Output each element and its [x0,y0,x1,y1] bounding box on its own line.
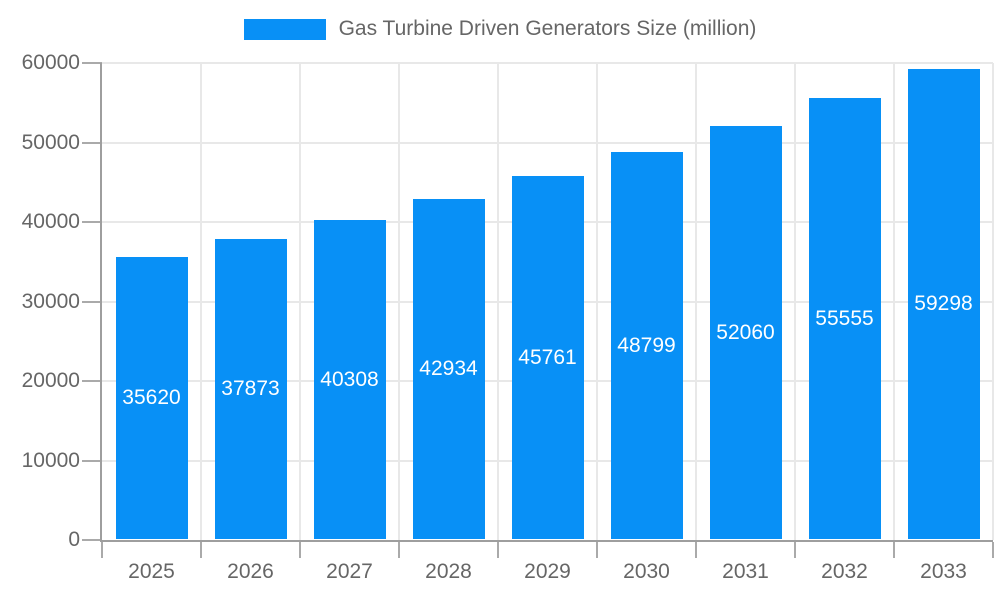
x-gridline [794,63,796,540]
x-axis-line [100,540,993,542]
y-axis-tick-label: 40000 [21,210,80,233]
bar-value-label: 48799 [617,334,676,358]
x-axis-tick-label: 2026 [227,560,274,583]
y-tick [82,539,102,541]
legend[interactable]: Gas Turbine Driven Generators Size (mill… [0,17,1000,41]
y-axis-tick-label: 20000 [21,369,80,392]
bar [511,176,584,539]
bar [907,68,980,539]
bar-value-label: 42934 [419,357,478,381]
x-gridline [398,63,400,540]
y-axis-line [100,63,102,542]
bar [115,256,188,539]
y-axis-tick-label: 60000 [21,51,80,74]
bar [610,152,683,539]
x-tick [695,542,697,558]
bar [808,98,881,539]
y-tick [82,300,102,303]
x-tick [497,542,499,558]
bar [214,238,287,539]
x-gridline [299,63,301,540]
x-tick [101,542,103,558]
x-axis-tick-label: 2025 [128,560,175,583]
x-gridline [893,63,895,540]
bar-value-label: 52060 [716,321,775,345]
bar-value-label: 55555 [815,307,874,331]
y-tick [82,459,102,462]
x-axis-tick-label: 2032 [821,560,868,583]
x-gridline [596,63,598,540]
x-axis-tick-label: 2033 [920,560,967,583]
y-gridline [102,62,993,64]
x-axis-tick-label: 2030 [623,560,670,583]
legend-label: Gas Turbine Driven Generators Size (mill… [338,17,757,40]
x-tick [596,542,598,558]
x-gridline [992,63,994,540]
x-axis-tick-label: 2028 [425,560,472,583]
y-tick [82,141,102,144]
x-gridline [695,63,697,540]
x-tick [992,542,994,558]
y-tick [82,380,102,382]
y-gridline [102,141,993,144]
y-tick [82,62,102,64]
bar [313,219,386,539]
x-gridline [200,63,202,540]
x-gridline [497,63,499,540]
bar [412,198,485,539]
x-tick [299,542,301,558]
x-tick [794,542,796,558]
x-tick [200,542,202,558]
bar-value-label: 59298 [914,292,973,316]
x-tick [893,542,895,558]
bar-value-label: 37873 [221,377,280,401]
x-tick [398,542,400,558]
bar-value-label: 45761 [518,346,577,370]
y-axis-tick-label: 0 [68,528,80,551]
y-axis-tick-label: 50000 [21,130,80,154]
y-axis-tick-label: 30000 [21,289,80,313]
legend-swatch-icon [243,18,326,40]
bar-value-label: 40308 [320,367,379,391]
y-tick [82,221,102,223]
x-axis-tick-label: 2029 [524,560,571,583]
x-axis-tick-label: 2031 [722,560,769,583]
x-axis-tick-label: 2027 [326,560,373,583]
bar [709,126,782,539]
bar-value-label: 35620 [122,386,181,410]
y-axis-tick-label: 10000 [21,448,80,472]
